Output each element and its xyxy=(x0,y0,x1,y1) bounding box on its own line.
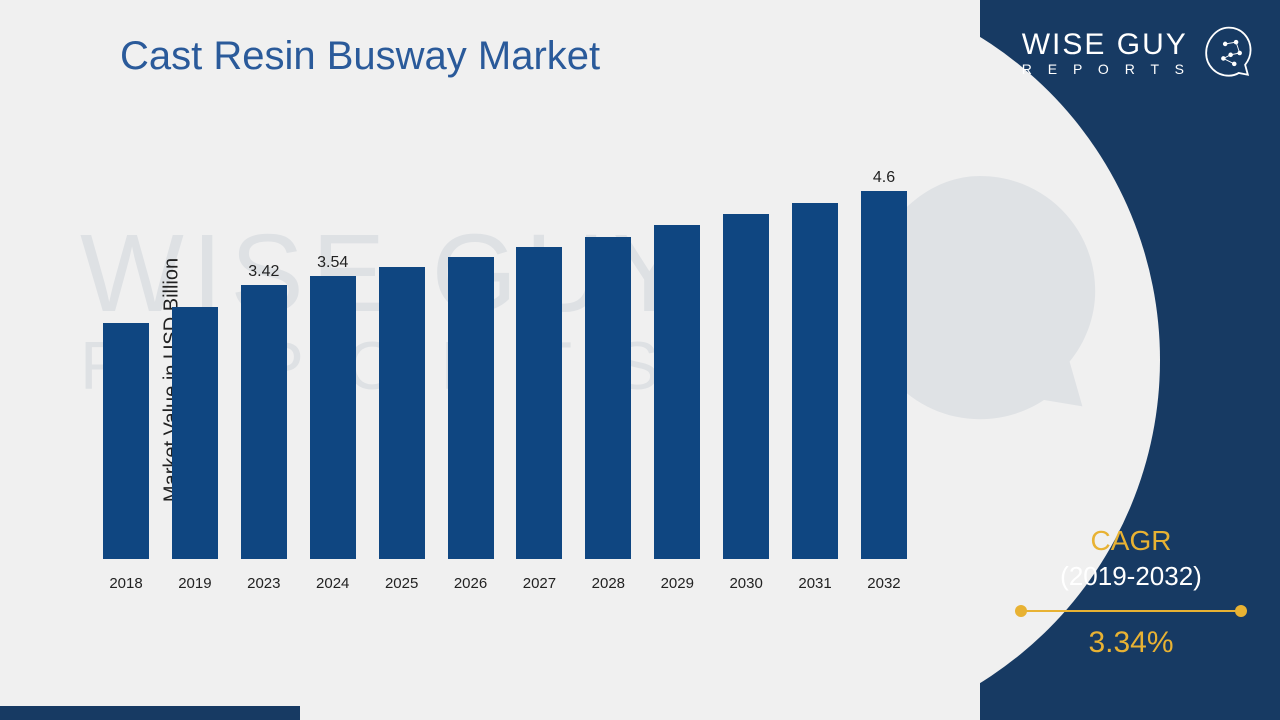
bar-wrap: 4.6 xyxy=(858,191,910,559)
bar-wrap xyxy=(513,247,565,559)
x-axis-labels: 2018 2019 2023 2024 2025 2026 2027 2028 2029 2030… xyxy=(100,575,910,592)
cagr-block: CAGR (2019-2032) 3.34% xyxy=(1006,525,1256,660)
bar xyxy=(172,307,218,559)
bar xyxy=(103,323,149,559)
x-tick-label: 2030 xyxy=(720,575,772,592)
page: WISE GUY REPORTS WISE GUY R E P O R T S … xyxy=(0,0,1280,720)
chart-title: Cast Resin Busway Market xyxy=(120,34,600,79)
bar xyxy=(861,191,907,559)
chart: Market Value in USD Billion 3.423.544.6 … xyxy=(90,160,910,600)
bar-wrap xyxy=(651,225,703,559)
bar-wrap: 3.54 xyxy=(307,276,359,559)
bar xyxy=(448,257,494,559)
logo: WISE GUY R E P O R T S xyxy=(1022,24,1256,82)
logo-sub: R E P O R T S xyxy=(1022,62,1190,76)
cagr-label: CAGR xyxy=(1006,525,1256,557)
x-tick-label: 2031 xyxy=(789,575,841,592)
bar-wrap: 3.42 xyxy=(238,285,290,559)
logo-main: WISE GUY xyxy=(1022,30,1190,60)
bar xyxy=(654,225,700,559)
bar xyxy=(379,267,425,559)
bar-wrap xyxy=(582,237,634,559)
bottom-accent-bar xyxy=(0,706,300,720)
bar-value-label: 3.42 xyxy=(248,263,279,281)
bar xyxy=(792,203,838,559)
bar xyxy=(516,247,562,559)
cagr-divider xyxy=(1021,610,1241,612)
bar xyxy=(723,214,769,559)
cagr-period: (2019-2032) xyxy=(1006,561,1256,592)
bar xyxy=(585,237,631,559)
x-tick-label: 2027 xyxy=(513,575,565,592)
x-tick-label: 2026 xyxy=(445,575,497,592)
x-tick-label: 2018 xyxy=(100,575,152,592)
bars: 3.42 3.54 4.6 xyxy=(100,160,910,559)
bar xyxy=(310,276,356,559)
x-tick-label: 2028 xyxy=(582,575,634,592)
x-tick-label: 2032 xyxy=(858,575,910,592)
cagr-value: 3.34% xyxy=(1006,626,1256,660)
x-tick-label: 2024 xyxy=(307,575,359,592)
head-icon xyxy=(1198,24,1256,82)
bar-value-label: 3.54 xyxy=(317,254,348,272)
bar-wrap xyxy=(169,307,221,559)
x-tick-label: 2025 xyxy=(376,575,428,592)
bar-value-label: 4.6 xyxy=(873,169,895,187)
logo-text: WISE GUY R E P O R T S xyxy=(1022,30,1190,76)
bar-wrap xyxy=(445,257,497,559)
x-tick-label: 2029 xyxy=(651,575,703,592)
bar-wrap xyxy=(720,214,772,559)
bar xyxy=(241,285,287,559)
bar-wrap xyxy=(376,267,428,559)
bar-wrap xyxy=(789,203,841,559)
x-tick-label: 2023 xyxy=(238,575,290,592)
plot-area: 3.42 3.54 4.6 xyxy=(100,160,910,560)
x-tick-label: 2019 xyxy=(169,575,221,592)
bar-wrap xyxy=(100,323,152,559)
